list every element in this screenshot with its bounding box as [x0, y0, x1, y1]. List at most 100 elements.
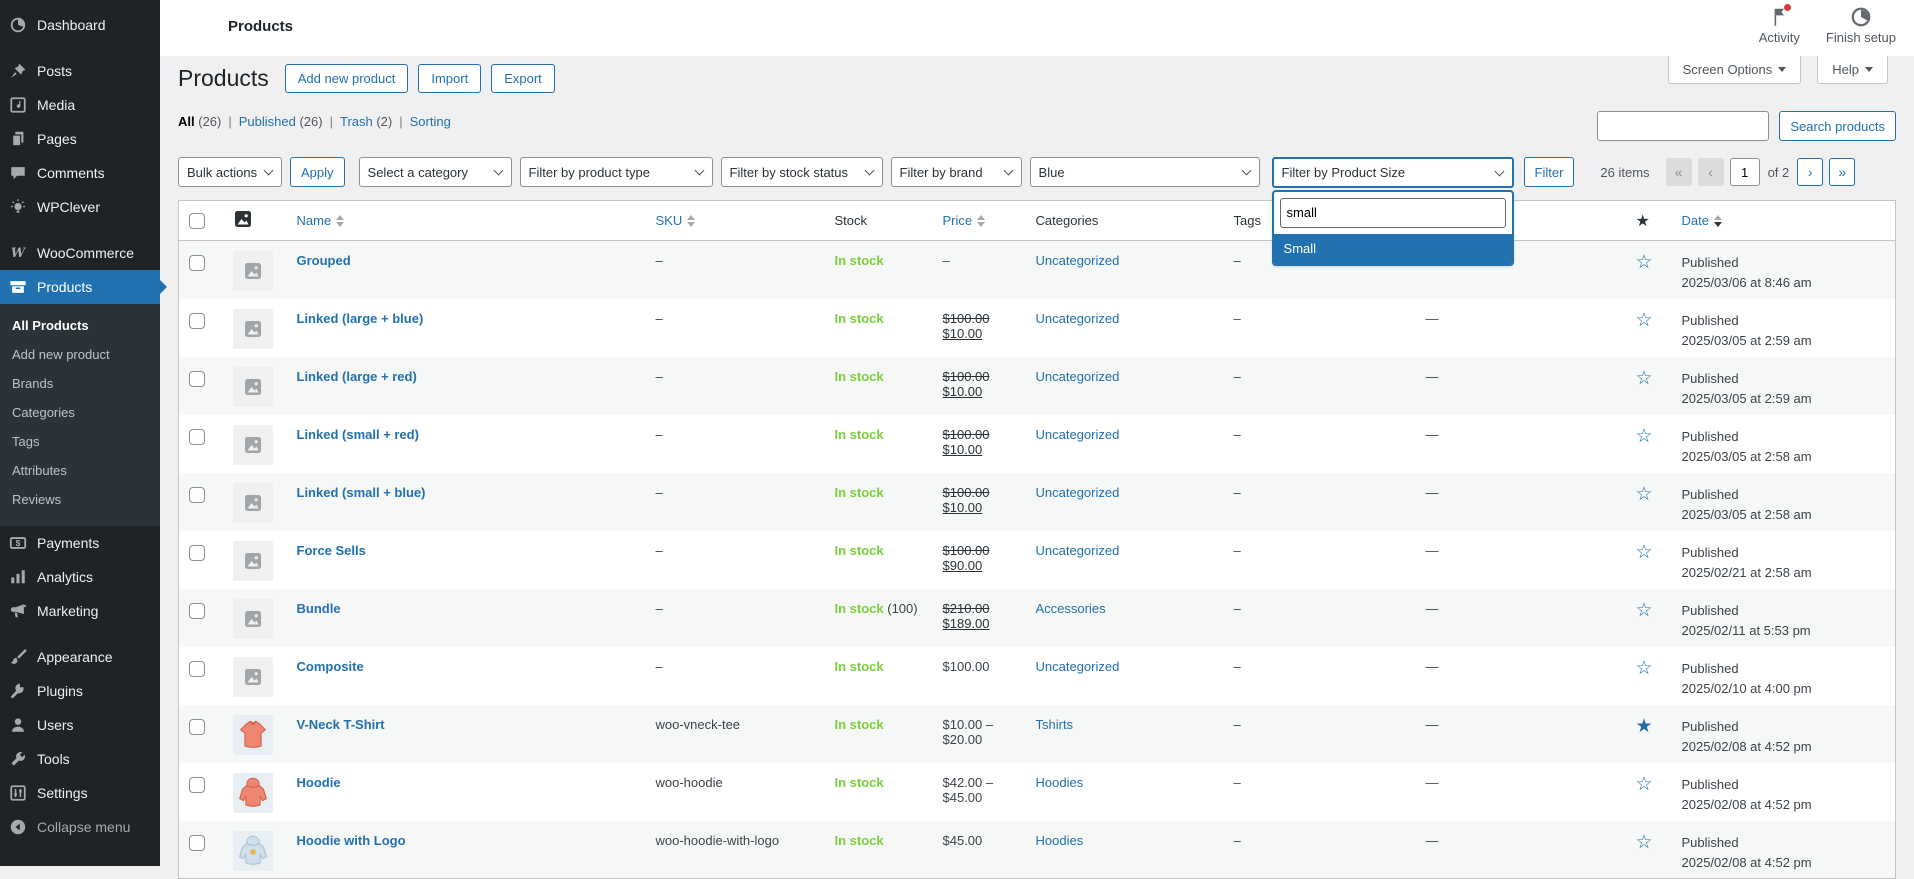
sidebar-item-payments[interactable]: $ Payments — [0, 526, 160, 560]
add-new-product-button[interactable]: Add new product — [285, 64, 409, 93]
row-checkbox[interactable] — [189, 429, 205, 445]
sidebar-item-dashboard[interactable]: Dashboard — [0, 8, 160, 42]
featured-star-icon[interactable]: ☆ — [1636, 542, 1653, 563]
featured-star-icon[interactable]: ☆ — [1636, 484, 1653, 505]
product-name-link[interactable]: Hoodie — [297, 775, 341, 790]
search-products-button[interactable]: Search products — [1779, 111, 1896, 141]
category-link[interactable]: Hoodies — [1036, 833, 1084, 848]
export-button[interactable]: Export — [491, 64, 555, 93]
product-name-link[interactable]: Bundle — [297, 601, 341, 616]
sidebar-item-products[interactable]: Products — [0, 270, 160, 304]
filter-select-filter-by-stock-status[interactable]: Filter by stock status — [721, 157, 883, 187]
row-checkbox[interactable] — [189, 487, 205, 503]
featured-star-icon[interactable]: ☆ — [1636, 310, 1653, 331]
hoodie-red-image[interactable] — [233, 773, 273, 813]
submenu-item-brands[interactable]: Brands — [0, 369, 160, 398]
category-link[interactable]: Uncategorized — [1036, 659, 1120, 674]
row-checkbox[interactable] — [189, 371, 205, 387]
view-all[interactable]: All — [178, 114, 195, 129]
sidebar-item-analytics[interactable]: Analytics — [0, 560, 160, 594]
sidebar-item-woocommerce[interactable]: W WooCommerce — [0, 236, 160, 270]
placeholder-image-icon[interactable] — [233, 541, 273, 581]
product-name-link[interactable]: Hoodie with Logo — [297, 833, 406, 848]
featured-star-icon[interactable]: ☆ — [1636, 658, 1653, 679]
category-link[interactable]: Tshirts — [1036, 717, 1074, 732]
placeholder-image-icon[interactable] — [233, 367, 273, 407]
sidebar-item-collapse-menu[interactable]: Collapse menu — [0, 810, 160, 844]
size-dropdown-search-input[interactable] — [1280, 198, 1506, 228]
product-name-link[interactable]: Linked (small + blue) — [297, 485, 426, 500]
featured-star-icon[interactable]: ☆ — [1636, 600, 1653, 621]
featured-star-icon[interactable]: ☆ — [1636, 252, 1653, 273]
featured-star-icon[interactable]: ☆ — [1636, 368, 1653, 389]
bulk-actions-select[interactable]: Bulk actions — [178, 157, 282, 187]
category-link[interactable]: Uncategorized — [1036, 311, 1120, 326]
filter-button[interactable]: Filter — [1524, 157, 1575, 187]
placeholder-image-icon[interactable] — [233, 483, 273, 523]
finish-setup-button[interactable]: Finish setup — [1826, 6, 1896, 45]
sidebar-item-comments[interactable]: Comments — [0, 156, 160, 190]
sidebar-item-marketing[interactable]: Marketing — [0, 594, 160, 628]
sidebar-item-pages[interactable]: Pages — [0, 122, 160, 156]
view-published[interactable]: Published — [239, 114, 296, 129]
first-page-button[interactable]: « — [1666, 158, 1692, 186]
product-name-link[interactable]: Composite — [297, 659, 364, 674]
row-checkbox[interactable] — [189, 661, 205, 677]
filter-by-product-size-select[interactable]: Filter by Product Size — [1272, 157, 1514, 188]
import-button[interactable]: Import — [418, 64, 481, 93]
help-button[interactable]: Help — [1817, 56, 1888, 84]
view-trash[interactable]: Trash — [340, 114, 373, 129]
category-link[interactable]: Uncategorized — [1036, 253, 1120, 268]
row-checkbox[interactable] — [189, 835, 205, 851]
sort-by-sku[interactable]: SKU — [656, 213, 696, 228]
view-sorting[interactable]: Sorting — [410, 114, 451, 129]
featured-star-icon[interactable]: ☆ — [1636, 426, 1653, 447]
sidebar-item-tools[interactable]: Tools — [0, 742, 160, 776]
placeholder-image-icon[interactable] — [233, 309, 273, 349]
last-page-button[interactable]: » — [1829, 158, 1855, 186]
category-link[interactable]: Uncategorized — [1036, 369, 1120, 384]
placeholder-image-icon[interactable] — [233, 425, 273, 465]
filter-select-select-a-category[interactable]: Select a category — [359, 157, 512, 187]
next-page-button[interactable]: › — [1797, 158, 1823, 186]
row-checkbox[interactable] — [189, 545, 205, 561]
submenu-item-add-new-product[interactable]: Add new product — [0, 340, 160, 369]
product-name-link[interactable]: Linked (large + red) — [297, 369, 417, 384]
row-checkbox[interactable] — [189, 777, 205, 793]
product-name-link[interactable]: Linked (large + blue) — [297, 311, 424, 326]
sort-by-date[interactable]: Date — [1682, 213, 1722, 228]
search-input[interactable] — [1597, 111, 1769, 141]
product-name-link[interactable]: Grouped — [297, 253, 351, 268]
current-page-input[interactable] — [1730, 158, 1760, 186]
prev-page-button[interactable]: ‹ — [1698, 158, 1724, 186]
category-link[interactable]: Hoodies — [1036, 775, 1084, 790]
filter-select-blue[interactable]: Blue — [1030, 157, 1260, 187]
sort-by-name[interactable]: Name — [297, 213, 345, 228]
featured-star-icon[interactable]: ★ — [1636, 716, 1653, 737]
size-option-small[interactable]: Small — [1274, 234, 1512, 264]
row-checkbox[interactable] — [189, 719, 205, 735]
placeholder-image-icon[interactable] — [233, 599, 273, 639]
category-link[interactable]: Uncategorized — [1036, 543, 1120, 558]
activity-button[interactable]: Activity — [1759, 6, 1800, 45]
product-name-link[interactable]: Force Sells — [297, 543, 366, 558]
category-link[interactable]: Accessories — [1036, 601, 1106, 616]
filter-select-filter-by-brand[interactable]: Filter by brand — [891, 157, 1022, 187]
apply-button[interactable]: Apply — [290, 157, 345, 187]
featured-star-icon[interactable]: ☆ — [1636, 832, 1653, 853]
screen-options-button[interactable]: Screen Options — [1668, 56, 1802, 84]
sort-by-price[interactable]: Price — [943, 213, 986, 228]
submenu-item-reviews[interactable]: Reviews — [0, 485, 160, 514]
select-all-checkbox[interactable] — [189, 213, 205, 229]
featured-star-icon[interactable]: ☆ — [1636, 774, 1653, 795]
placeholder-image-icon[interactable] — [233, 657, 273, 697]
submenu-item-tags[interactable]: Tags — [0, 427, 160, 456]
hoodie-blue-image[interactable] — [233, 831, 273, 871]
sidebar-item-settings[interactable]: Settings — [0, 776, 160, 810]
row-checkbox[interactable] — [189, 603, 205, 619]
filter-select-filter-by-product-type[interactable]: Filter by product type — [520, 157, 713, 187]
category-link[interactable]: Uncategorized — [1036, 427, 1120, 442]
product-name-link[interactable]: V-Neck T-Shirt — [297, 717, 385, 732]
sidebar-item-wpclever[interactable]: WPClever — [0, 190, 160, 224]
sidebar-item-plugins[interactable]: Plugins — [0, 674, 160, 708]
